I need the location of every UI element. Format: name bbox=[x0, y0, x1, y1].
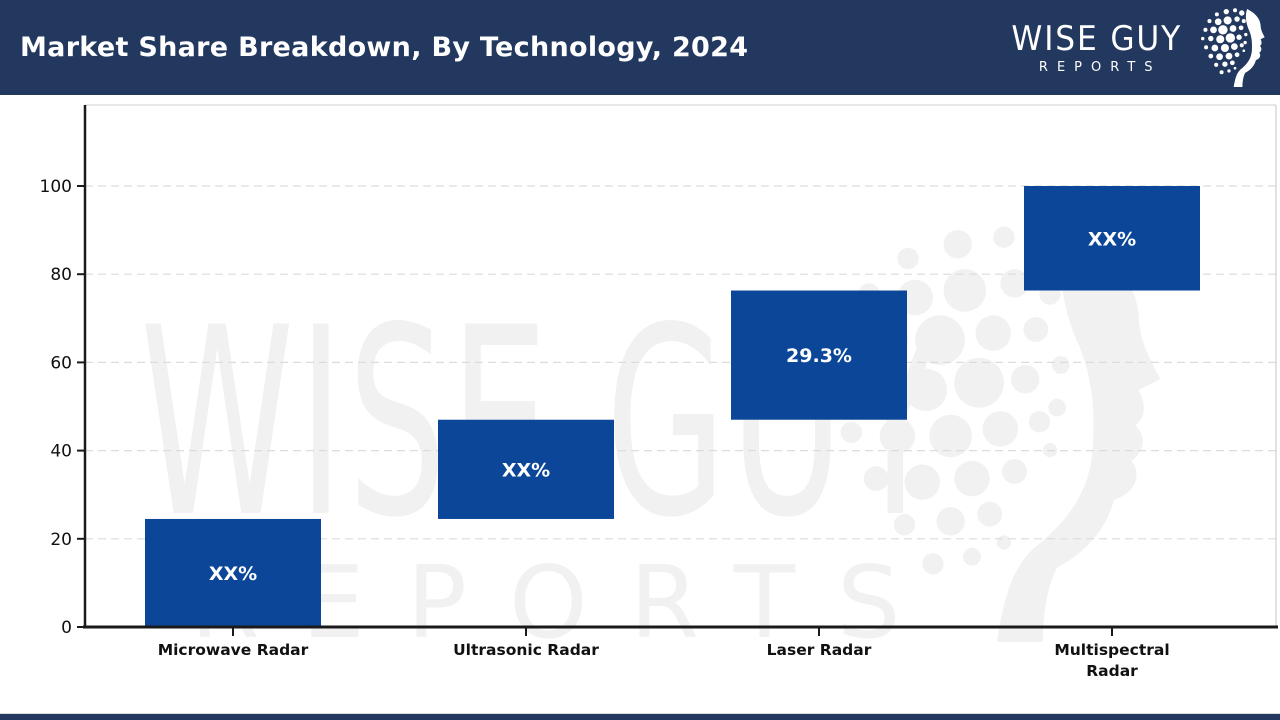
x-category-label-multispectral-radar-line2: Radar bbox=[1086, 662, 1138, 680]
dotted-face-icon bbox=[1201, 7, 1265, 87]
y-tick-label-60: 60 bbox=[50, 353, 72, 373]
bar-multispectral-radar bbox=[1024, 186, 1200, 291]
footer-bar bbox=[0, 713, 1280, 720]
bar-microwave-radar bbox=[145, 518, 321, 627]
x-category-label-multispectral-radar: Multispectral bbox=[1054, 641, 1169, 659]
bar-label-microwave-radar: XX% bbox=[209, 563, 257, 585]
header-bar: Market Share Breakdown, By Technology, 2… bbox=[0, 0, 1280, 95]
bar-label-laser-radar: 29.3% bbox=[786, 345, 852, 367]
bar-ultrasonic-radar bbox=[438, 419, 614, 519]
y-tick-label-100: 100 bbox=[40, 177, 72, 197]
y-tick-label-0: 0 bbox=[61, 618, 72, 638]
bar-label-multispectral-radar: XX% bbox=[1088, 228, 1136, 250]
bar-laser-radar bbox=[731, 290, 907, 420]
bar-label-ultrasonic-radar: XX% bbox=[502, 459, 550, 481]
brand-name: WISE GUY bbox=[1011, 18, 1183, 59]
x-category-label-ultrasonic-radar: Ultrasonic Radar bbox=[453, 641, 599, 659]
page-title: Market Share Breakdown, By Technology, 2… bbox=[20, 32, 749, 63]
x-category-label-laser-radar: Laser Radar bbox=[767, 641, 872, 659]
x-category-label-microwave-radar: Microwave Radar bbox=[158, 641, 309, 659]
brand-subname: REPORTS bbox=[1038, 59, 1162, 75]
y-tick-label-80: 80 bbox=[50, 265, 72, 285]
y-tick-label-20: 20 bbox=[50, 530, 72, 550]
brand-logo: WISE GUY REPORTS bbox=[1004, 7, 1266, 89]
brand-logo-text: WISE GUY REPORTS bbox=[1004, 22, 1190, 74]
y-tick-label-40: 40 bbox=[50, 442, 72, 462]
market-share-chart: WISE GUY REPORTS XX%XX%29.3%XX%020406080… bbox=[40, 104, 1278, 680]
chart-area: WISE GUY REPORTS XX% XX% 29.3% XX% 0 20 40 60 80… bbox=[0, 95, 1280, 714]
